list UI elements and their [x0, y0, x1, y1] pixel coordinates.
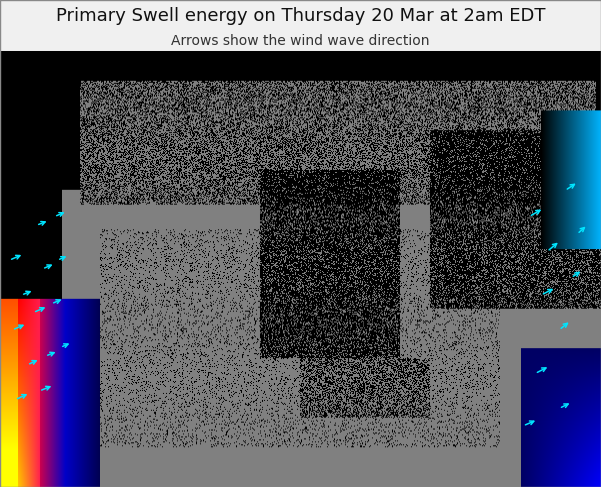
Text: Arrows show the wind wave direction: Arrows show the wind wave direction	[171, 34, 430, 48]
Text: Primary Swell energy on Thursday 20 Mar at 2am EDT: Primary Swell energy on Thursday 20 Mar …	[56, 7, 545, 25]
